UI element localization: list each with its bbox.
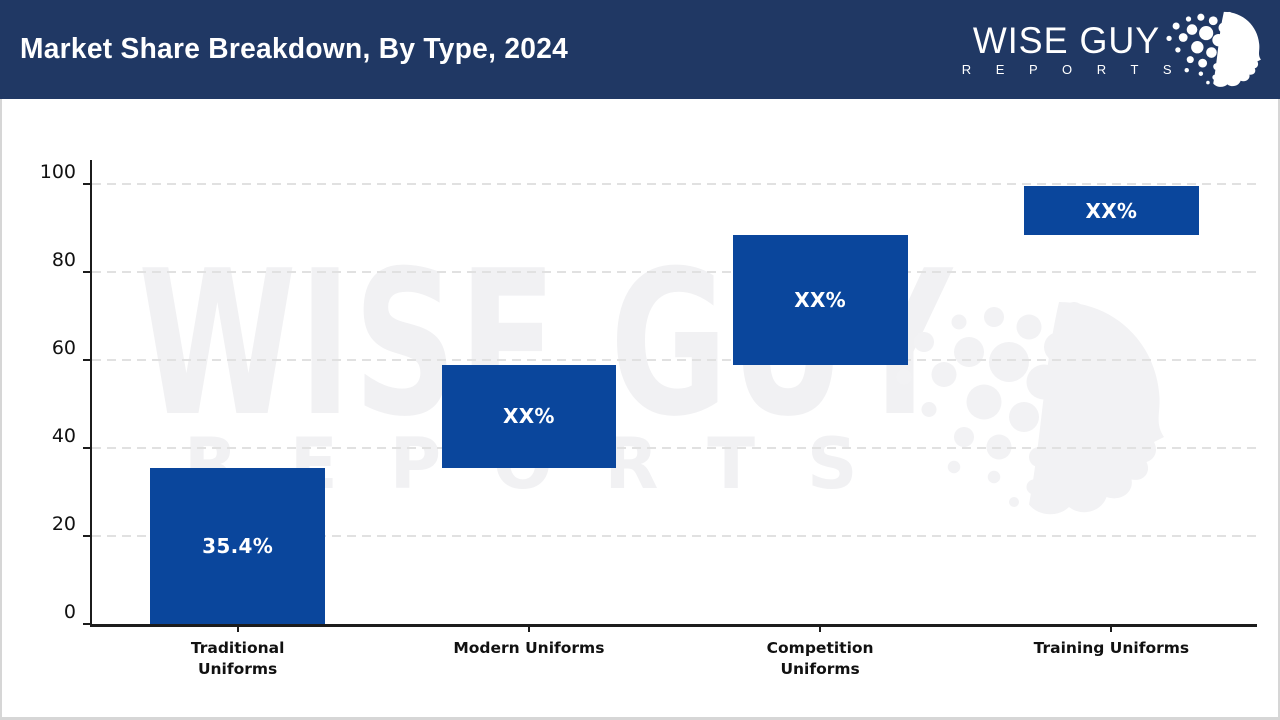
logo-primary-text: WISE GUY — [973, 20, 1161, 61]
header-banner: Market Share Breakdown, By Type, 2024 WI… — [0, 0, 1280, 99]
x-axis-tick — [819, 624, 822, 632]
x-axis-category-label: Training Uniforms — [1033, 639, 1190, 657]
bar-value-label: XX% — [794, 287, 847, 312]
wise-guy-head-icon — [1162, 6, 1268, 92]
y-axis-tick-label: 100 — [39, 161, 76, 184]
bar-segment: XX% — [1024, 186, 1199, 235]
x-axis-category-label: Traditional Uniforms — [190, 639, 285, 678]
bar-value-label: XX% — [1085, 198, 1138, 223]
y-axis-tick-label: 20 — [51, 513, 76, 536]
y-axis-tick-label: 40 — [51, 425, 76, 448]
y-axis-tick — [83, 535, 90, 538]
x-axis-tick — [1110, 624, 1113, 632]
gridline-y80 — [92, 271, 1257, 274]
x-axis-category-label: Modern Uniforms — [453, 639, 605, 657]
y-axis-tick — [83, 447, 90, 450]
y-axis-tick-label: 60 — [51, 337, 76, 360]
page-title: Market Share Breakdown, By Type, 2024 — [20, 33, 569, 65]
y-axis-tick — [83, 271, 90, 274]
bar-segment: 35.4% — [150, 468, 325, 624]
y-axis-tick — [83, 359, 90, 362]
y-axis-tick — [83, 183, 90, 186]
y-axis-tick — [83, 623, 90, 625]
plot-area: 0 20 40 60 80 100 35.4% Traditional Uniforms XX%… — [40, 160, 1257, 678]
gridline-y60 — [92, 359, 1257, 362]
wise-guy-logo: WISE GUY R E P O R T S — [952, 8, 1268, 92]
bar-segment: XX% — [441, 364, 617, 469]
bar-value-label: 35.4% — [202, 534, 274, 559]
x-axis-tick — [527, 624, 530, 632]
x-axis-category-label: Competition Uniforms — [766, 639, 874, 678]
logo-secondary-text: R E P O R T S — [961, 62, 1182, 77]
y-axis-tick-label: 0 — [63, 601, 76, 623]
y-axis-tick-label: 80 — [51, 249, 76, 272]
gridline-y40 — [92, 447, 1257, 450]
bar-value-label: XX% — [502, 404, 555, 429]
gridline-y20 — [92, 535, 1257, 538]
gridline-y100 — [92, 183, 1257, 186]
bar-segment: XX% — [732, 234, 908, 365]
x-axis-tick — [236, 624, 239, 632]
logo-text: WISE GUY R E P O R T S — [952, 22, 1182, 77]
